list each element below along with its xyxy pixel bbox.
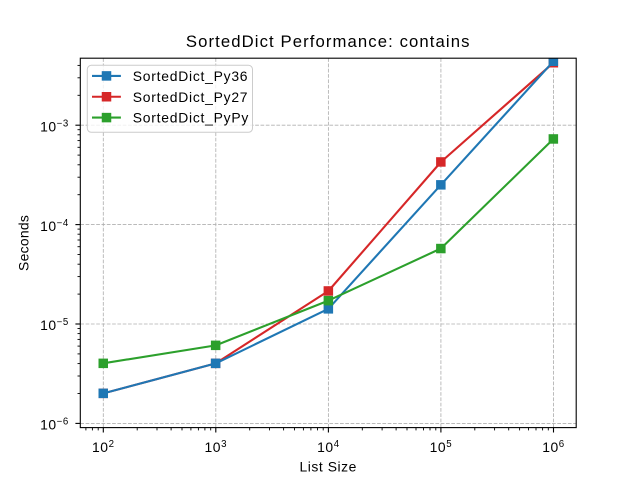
svg-text:List Size: List Size xyxy=(299,459,356,475)
svg-text:104: 104 xyxy=(317,439,340,455)
svg-text:105: 105 xyxy=(430,439,453,455)
svg-text:SortedDict Performance: contai: SortedDict Performance: contains xyxy=(186,32,471,51)
svg-text:103: 103 xyxy=(205,439,228,455)
svg-text:SortedDict_Py36: SortedDict_Py36 xyxy=(133,68,248,84)
svg-text:SortedDict_PyPy: SortedDict_PyPy xyxy=(133,110,249,126)
svg-text:102: 102 xyxy=(92,439,115,455)
svg-text:106: 106 xyxy=(542,439,565,455)
svg-text:SortedDict_Py27: SortedDict_Py27 xyxy=(133,89,248,105)
svg-text:Seconds: Seconds xyxy=(16,215,32,271)
